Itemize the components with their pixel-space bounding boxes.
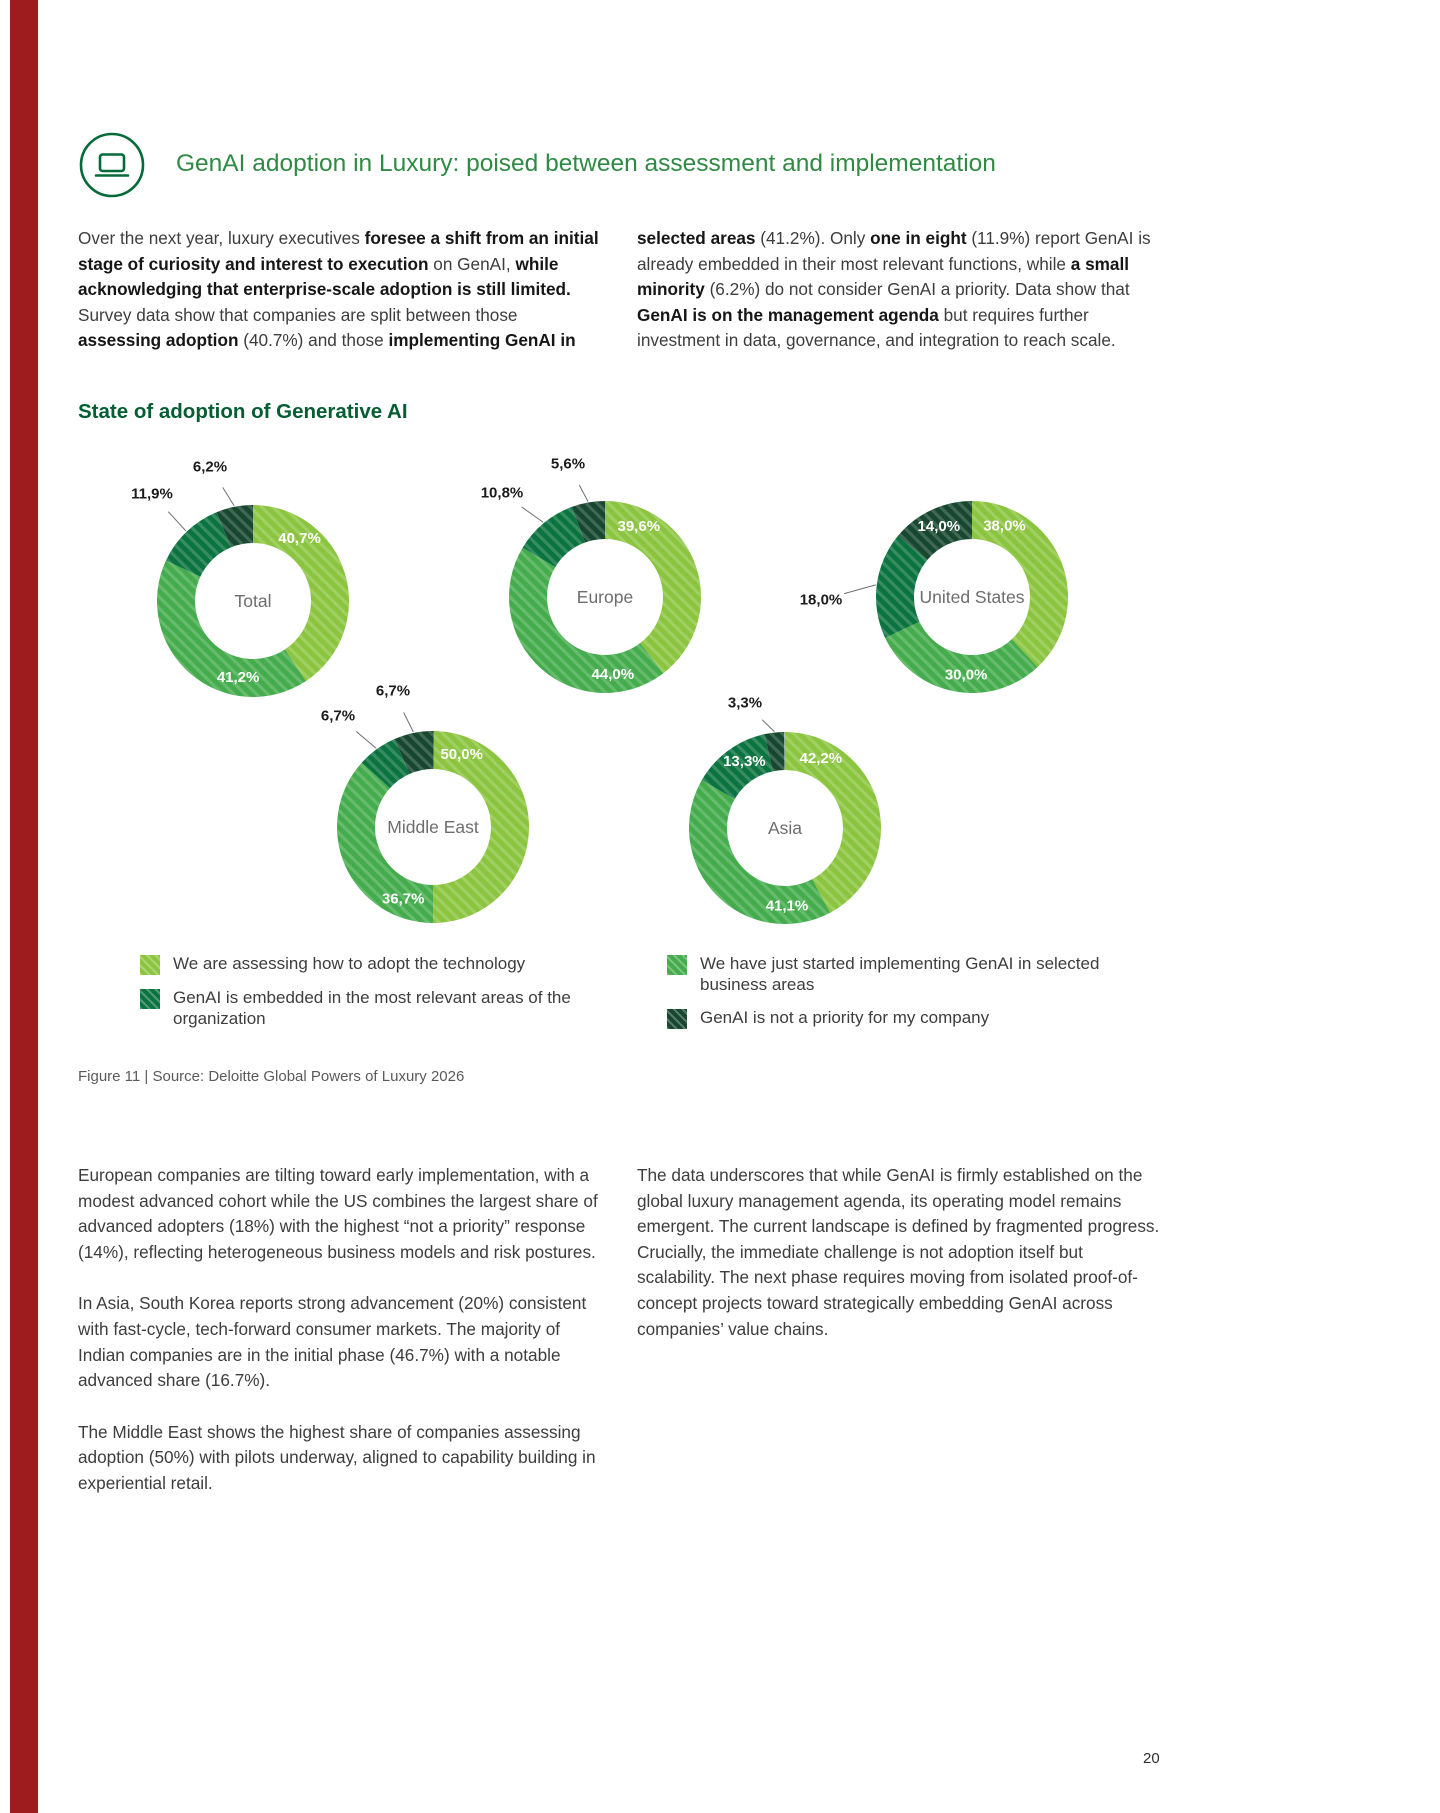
- label-leader-line: [521, 506, 544, 523]
- chart-legend: We are assessing how to adopt the techno…: [78, 953, 1161, 1041]
- page-title: GenAI adoption in Luxury: poised between…: [176, 150, 996, 177]
- label-leader-line: [403, 712, 414, 733]
- slice-label-not_priority: 6,2%: [193, 459, 227, 476]
- donut-chart-asia: 42,2% 41,1% 13,3% 3,3% Asia: [689, 695, 881, 924]
- slice-label-not_priority: 14,0%: [918, 518, 961, 535]
- label-leader-line: [167, 511, 187, 532]
- figure-title: State of adoption of Generative AI: [78, 400, 408, 423]
- slice-label-implementing: 41,1%: [766, 897, 809, 914]
- donut-center-label: United States: [919, 587, 1024, 607]
- slice-label-assessing: 39,6%: [618, 518, 661, 535]
- slice-label-not_priority: 6,7%: [376, 683, 410, 700]
- label-leader-line: [355, 731, 377, 749]
- donut-charts-area: 40,7% 41,2% 11,9% 6,2% Total 39,6% 44,0% 10,8% 5…: [0, 440, 1240, 960]
- slice-label-assessing: 40,7%: [278, 530, 321, 547]
- donut-chart-united-states: 38,0% 30,0% 18,0% 14,0% United States: [800, 501, 1068, 693]
- figure-caption: Figure 11 | Source: Deloitte Global Powe…: [78, 1068, 465, 1085]
- intro-right-column: selected areas (41.2%). Only one in eigh…: [637, 226, 1161, 354]
- label-leader-line: [761, 719, 775, 732]
- donut-hatch-overlay: [337, 731, 529, 923]
- legend-label: GenAI is not a priority for my company: [700, 1008, 990, 1027]
- donut-center-label: Middle East: [387, 817, 479, 837]
- legend-column-right: We have just started implementing GenAI …: [589, 953, 1161, 1041]
- laptop-icon: [78, 131, 146, 199]
- legend-swatch-embedded: [140, 989, 160, 1009]
- slice-label-embedded: 10,8%: [481, 485, 524, 502]
- body-left-column: European companies are tilting toward ea…: [78, 1163, 602, 1523]
- paragraph: selected areas (41.2%). Only one in eigh…: [637, 228, 1151, 351]
- slice-label-not_priority: 5,6%: [551, 456, 585, 473]
- page-number: 20: [1143, 1750, 1160, 1767]
- donut-chart-middle-east: 50,0% 36,7% 6,7% 6,7% Middle East: [321, 683, 529, 923]
- legend-item-not_priority: GenAI is not a priority for my company: [667, 1007, 1161, 1029]
- paragraph: In Asia, South Korea reports strong adva…: [78, 1293, 587, 1391]
- paragraph: The Middle East shows the highest share …: [78, 1421, 596, 1493]
- legend-label: GenAI is embedded in the most relevant a…: [173, 988, 571, 1028]
- donut-hatch-overlay: [689, 732, 881, 924]
- slice-label-implementing: 30,0%: [945, 666, 988, 683]
- laptop-icon-svg: [79, 132, 145, 198]
- donut-hatch-overlay: [157, 505, 349, 697]
- slice-label-implementing: 36,7%: [382, 891, 425, 908]
- legend-item-implementing: We have just started implementing GenAI …: [667, 953, 1161, 995]
- slice-label-assessing: 42,2%: [800, 750, 843, 767]
- legend-label: We are assessing how to adopt the techno…: [173, 954, 526, 973]
- slice-label-embedded: 6,7%: [321, 708, 355, 725]
- donut-hatch-overlay: [876, 501, 1068, 693]
- donut-chart-total: 40,7% 41,2% 11,9% 6,2% Total: [131, 459, 350, 697]
- donut-center-label: Europe: [577, 587, 633, 607]
- slice-label-embedded: 18,0%: [800, 592, 843, 609]
- paragraph: Over the next year, luxury executives fo…: [78, 228, 599, 351]
- legend-item-embedded: GenAI is embedded in the most relevant a…: [140, 987, 589, 1029]
- slice-label-assessing: 38,0%: [983, 518, 1026, 535]
- donut-center-label: Total: [235, 591, 272, 611]
- donut-charts-svg: 40,7% 41,2% 11,9% 6,2% Total 39,6% 44,0% 10,8% 5…: [131, 456, 1068, 924]
- label-leader-line: [843, 584, 876, 595]
- slice-label-embedded: 11,9%: [131, 486, 173, 503]
- paragraph: The data underscores that while GenAI is…: [637, 1165, 1160, 1339]
- donut-chart-europe: 39,6% 44,0% 10,8% 5,6% Europe: [481, 456, 701, 694]
- intro-section: Over the next year, luxury executives fo…: [78, 226, 1161, 354]
- slice-label-assessing: 50,0%: [440, 746, 483, 763]
- body-section: European companies are tilting toward ea…: [78, 1163, 1161, 1523]
- slice-label-implementing: 44,0%: [592, 666, 635, 683]
- paragraph: European companies are tilting toward ea…: [78, 1165, 598, 1262]
- legend-item-assessing: We are assessing how to adopt the techno…: [140, 953, 589, 975]
- slice-label-implementing: 41,2%: [217, 669, 260, 686]
- left-accent-bar: [10, 0, 38, 1813]
- legend-swatch-assessing: [140, 955, 160, 975]
- intro-left-column: Over the next year, luxury executives fo…: [78, 226, 602, 354]
- label-leader-line: [222, 487, 235, 507]
- legend-label: We have just started implementing GenAI …: [700, 954, 1100, 994]
- legend-swatch-implementing: [667, 955, 687, 975]
- legend-swatch-not_priority: [667, 1009, 687, 1029]
- body-right-column: The data underscores that while GenAI is…: [637, 1163, 1161, 1523]
- donut-center-label: Asia: [768, 818, 802, 838]
- label-leader-line: [578, 484, 589, 502]
- slice-label-embedded: 13,3%: [723, 753, 766, 770]
- legend-column-left: We are assessing how to adopt the techno…: [78, 953, 589, 1041]
- slice-label-not_priority: 3,3%: [728, 695, 762, 712]
- donut-hatch-overlay: [509, 501, 701, 693]
